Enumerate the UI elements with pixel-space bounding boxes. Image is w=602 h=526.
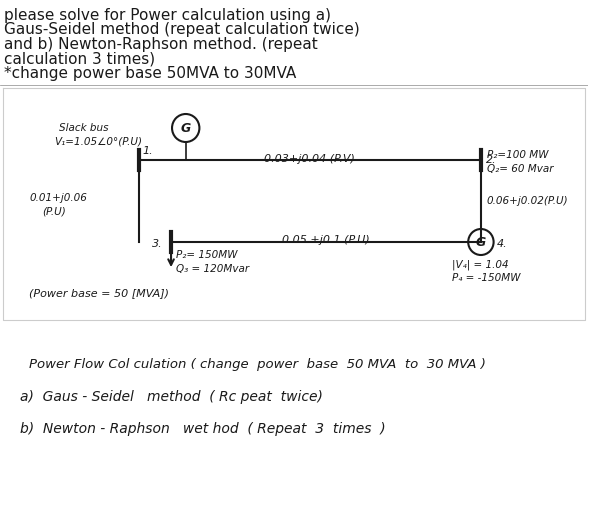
Text: G: G <box>476 236 486 248</box>
Text: (P.U): (P.U) <box>42 207 66 217</box>
Text: Gaus-Seidel method (repeat calculation twice): Gaus-Seidel method (repeat calculation t… <box>4 22 359 37</box>
Text: Q₂= 60 Mvar: Q₂= 60 Mvar <box>487 164 553 174</box>
Text: P₂= 150MW: P₂= 150MW <box>176 250 237 260</box>
Text: 1.: 1. <box>143 146 154 156</box>
Text: |V₄| = 1.04: |V₄| = 1.04 <box>452 260 508 270</box>
Text: 0.03+j0.04 (P.V): 0.03+j0.04 (P.V) <box>264 154 355 164</box>
Text: 0.01+j0.06: 0.01+j0.06 <box>29 193 87 203</box>
Text: G: G <box>181 122 191 135</box>
Text: 0.05 +j0.1 (P.U): 0.05 +j0.1 (P.U) <box>282 235 370 245</box>
Text: V₁=1.05∠0°(P.U): V₁=1.05∠0°(P.U) <box>54 136 141 146</box>
Text: a)  Gaus - Seidel   method  ( Rc peat  twice): a) Gaus - Seidel method ( Rc peat twice) <box>19 390 323 404</box>
Text: 2.: 2. <box>486 155 497 165</box>
Text: Slack bus: Slack bus <box>58 123 108 133</box>
Text: P₂=100 MW: P₂=100 MW <box>487 150 548 160</box>
Text: 3.: 3. <box>152 239 162 249</box>
Text: *change power base 50MVA to 30MVA: *change power base 50MVA to 30MVA <box>4 66 296 81</box>
Text: Q₃ = 120Mvar: Q₃ = 120Mvar <box>176 264 249 274</box>
Text: (Power base = 50 [MVA]): (Power base = 50 [MVA]) <box>29 288 169 298</box>
Text: b)  Newton - Raphson   wet hod  ( Repeat  3  times  ): b) Newton - Raphson wet hod ( Repeat 3 t… <box>19 422 385 436</box>
Text: Power Flow Col culation ( change  power  base  50 MVA  to  30 MVA ): Power Flow Col culation ( change power b… <box>29 358 486 371</box>
Text: and b) Newton-Raphson method. (repeat: and b) Newton-Raphson method. (repeat <box>4 37 318 52</box>
Text: please solve for Power calculation using a): please solve for Power calculation using… <box>4 8 331 23</box>
Text: 0.06+j0.02(P.U): 0.06+j0.02(P.U) <box>487 196 568 206</box>
Text: P₄ = -150MW: P₄ = -150MW <box>452 273 520 283</box>
Text: calculation 3 times): calculation 3 times) <box>4 52 155 67</box>
Text: 4.: 4. <box>497 239 507 249</box>
